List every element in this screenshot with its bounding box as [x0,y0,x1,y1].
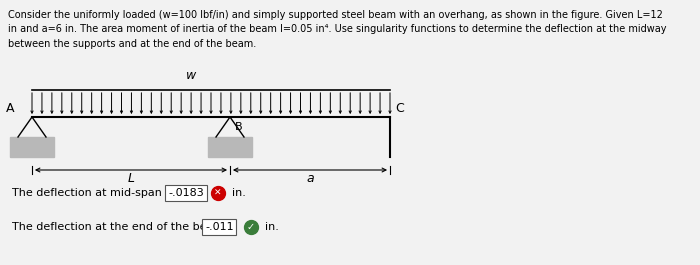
Text: in.: in. [232,188,246,198]
Text: in.: in. [265,222,279,232]
Text: A: A [6,102,14,115]
Text: C: C [395,102,404,115]
Text: w: w [186,69,196,82]
Bar [208,137,252,157]
Text: -.0183: -.0183 [168,188,204,198]
Text: Consider the uniformly loaded (w=100 lbf/in) and simply supported steel beam wit: Consider the uniformly loaded (w=100 lbf… [8,10,666,49]
Text: ✕: ✕ [214,188,222,197]
Text: L: L [127,172,134,185]
Text: The deflection at the end of the beam is: The deflection at the end of the beam is [12,222,237,232]
Text: B: B [235,122,243,132]
Text: The deflection at mid-span is: The deflection at mid-span is [12,188,174,198]
Bar [10,137,54,157]
Text: a: a [306,172,314,185]
Text: -.011: -.011 [205,222,234,232]
Text: ✓: ✓ [247,222,255,232]
